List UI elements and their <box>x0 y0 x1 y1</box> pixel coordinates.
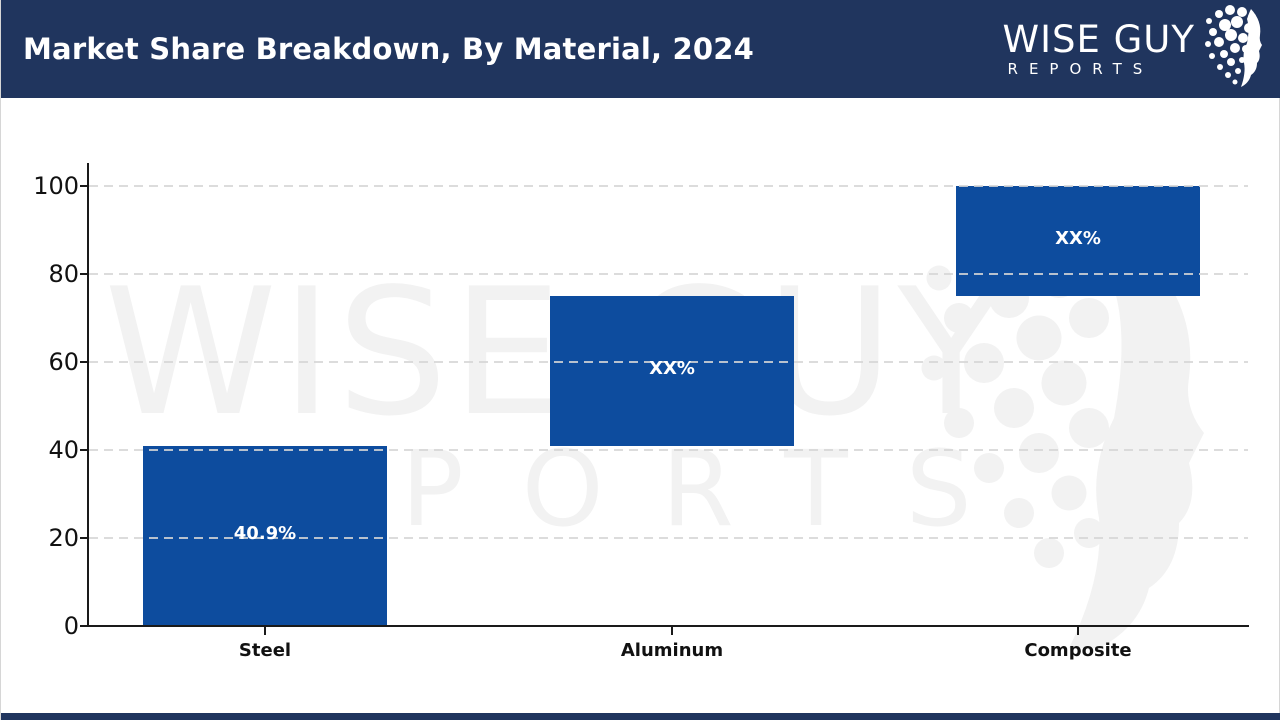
chart-title: Market Share Breakdown, By Material, 202… <box>23 32 755 66</box>
y-tick-label: 80 <box>48 260 79 288</box>
y-tick-label: 20 <box>48 524 79 552</box>
y-axis-line <box>87 163 89 627</box>
x-axis-line <box>87 625 1249 627</box>
logo-subtitle: REPORTS <box>1007 60 1154 78</box>
bar-value-label: XX% <box>649 358 695 380</box>
x-tick-mark <box>671 627 673 635</box>
y-tick-label: 60 <box>48 348 79 376</box>
bar <box>550 296 794 447</box>
bar-value-label: 40.9% <box>233 523 297 545</box>
y-tick-label: 40 <box>48 436 79 464</box>
header-bar: Market Share Breakdown, By Material, 202… <box>1 0 1280 98</box>
category-label: Composite <box>1024 640 1132 661</box>
gridline <box>89 185 1248 187</box>
y-tick-mark <box>80 185 88 187</box>
y-tick-mark <box>80 273 88 275</box>
y-tick-mark <box>80 449 88 451</box>
bar-value-label: XX% <box>1055 228 1101 249</box>
y-tick-mark <box>80 537 88 539</box>
x-tick-mark <box>1077 627 1079 635</box>
x-tick-mark <box>264 627 266 635</box>
gridline <box>89 449 1248 451</box>
y-tick-mark <box>80 361 88 363</box>
y-tick-label: 0 <box>63 612 79 640</box>
bar <box>143 446 387 626</box>
gridline <box>89 537 1248 539</box>
category-label: Steel <box>238 640 292 661</box>
category-label: Aluminum <box>620 640 724 661</box>
logo-face-icon <box>1199 5 1263 93</box>
wise-guy-reports-logo: WISE GUY REPORTS <box>1003 5 1263 93</box>
gridline <box>89 361 1248 363</box>
footer-bar <box>1 713 1280 720</box>
gridline <box>89 273 1248 275</box>
y-tick-label: 100 <box>33 172 79 200</box>
logo-wordmark: WISE GUY <box>1002 18 1195 61</box>
logo-text: WISE GUY REPORTS <box>1003 21 1195 77</box>
y-tick-mark <box>80 625 88 627</box>
